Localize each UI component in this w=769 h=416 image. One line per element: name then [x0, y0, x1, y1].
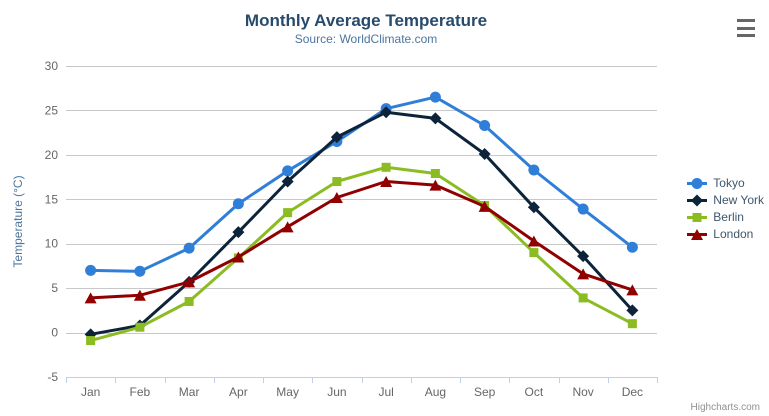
marker-tokyo[interactable] [232, 198, 244, 210]
marker-new-york[interactable] [478, 147, 491, 160]
x-axis-label: Oct [525, 385, 544, 399]
x-axis-label: Mar [179, 385, 200, 399]
x-axis-label: Jul [378, 385, 393, 399]
marker-tokyo[interactable] [528, 164, 540, 176]
series-tokyo [85, 91, 638, 277]
y-axis-title: Temperature (°C) [11, 175, 25, 267]
marker-tokyo[interactable] [479, 120, 491, 132]
legend-label: Berlin [713, 210, 744, 224]
legend-label: Tokyo [713, 176, 745, 190]
marker-london[interactable] [527, 235, 540, 247]
hamburger-icon [737, 19, 755, 22]
x-axis-label: Jan [81, 385, 100, 399]
marker-london[interactable] [577, 268, 590, 280]
x-axis-label: Sep [474, 385, 496, 399]
marker-berlin[interactable] [184, 296, 194, 306]
y-axis-label: 15 [45, 192, 59, 206]
x-axis-label: Aug [425, 385, 446, 399]
marker-new-york[interactable] [429, 112, 442, 125]
y-axis-label: 0 [51, 326, 58, 340]
marker-tokyo[interactable] [282, 165, 294, 177]
legend-label: London [713, 227, 754, 241]
marker-london[interactable] [429, 179, 442, 191]
y-axis-label: 30 [45, 59, 59, 73]
london-marker-icon[interactable] [691, 228, 704, 240]
marker-london[interactable] [84, 292, 97, 304]
marker-tokyo[interactable] [85, 264, 97, 276]
y-axis-label: 25 [45, 103, 59, 117]
marker-new-york[interactable] [527, 201, 540, 214]
legend: Tokyo New York Berlin London [686, 176, 764, 241]
x-axis-label: Jun [327, 385, 346, 399]
tokyo-marker-icon[interactable] [691, 177, 703, 189]
marker-london[interactable] [380, 176, 393, 188]
marker-new-york[interactable] [626, 304, 639, 317]
y-axis-label: -5 [47, 370, 58, 384]
marker-london[interactable] [330, 192, 343, 204]
marker-london[interactable] [281, 221, 294, 233]
marker-tokyo[interactable] [429, 91, 441, 103]
y-axis-label: 10 [45, 237, 59, 251]
marker-new-york[interactable] [380, 106, 393, 119]
x-axis-label: Nov [572, 385, 593, 399]
tokyo-marker-icon [687, 177, 708, 189]
x-axis-label: Dec [622, 385, 643, 399]
legend-item-new-york[interactable]: New York [686, 193, 764, 207]
legend-label: New York [713, 193, 764, 207]
series-line-berlin[interactable] [89, 165, 634, 343]
x-axis-label: Apr [229, 385, 248, 399]
berlin-marker-icon [687, 212, 708, 222]
marker-new-york[interactable] [577, 250, 590, 263]
marker-berlin[interactable] [86, 336, 96, 346]
y-axis-label: 20 [45, 148, 59, 162]
marker-berlin[interactable] [332, 177, 342, 187]
export-menu-button[interactable] [737, 19, 757, 37]
legend-item-tokyo[interactable]: Tokyo [686, 176, 764, 190]
legend-item-berlin[interactable]: Berlin [686, 210, 764, 224]
series-line-new-york[interactable] [89, 110, 634, 336]
marker-tokyo[interactable] [134, 265, 146, 277]
new-york-marker-icon[interactable] [691, 194, 704, 206]
marker-berlin[interactable] [529, 248, 539, 258]
marker-berlin[interactable] [135, 322, 145, 332]
marker-london[interactable] [232, 251, 245, 263]
legend-item-london[interactable]: London [686, 227, 764, 241]
credits-link[interactable]: Highcharts.com [690, 402, 760, 413]
x-axis-label: May [276, 385, 299, 399]
marker-tokyo[interactable] [577, 203, 589, 215]
marker-tokyo[interactable] [183, 242, 195, 254]
marker-london[interactable] [478, 200, 491, 212]
london-marker-icon [687, 228, 708, 240]
marker-new-york[interactable] [281, 175, 294, 188]
marker-london[interactable] [133, 289, 146, 301]
y-axis-label: 5 [51, 281, 58, 295]
marker-london[interactable] [626, 284, 639, 296]
new-york-marker-icon [687, 194, 708, 206]
marker-berlin[interactable] [627, 319, 637, 329]
series-london [84, 176, 639, 304]
marker-berlin[interactable] [430, 169, 440, 179]
x-axis-label: Feb [130, 385, 151, 399]
series-new-york [84, 106, 639, 341]
berlin-marker-icon[interactable] [692, 212, 702, 222]
marker-berlin[interactable] [578, 293, 588, 303]
marker-berlin[interactable] [283, 208, 293, 218]
marker-tokyo[interactable] [626, 241, 638, 253]
marker-new-york[interactable] [330, 131, 343, 144]
marker-berlin[interactable] [381, 162, 391, 172]
series-line-london[interactable] [89, 180, 634, 300]
marker-london[interactable] [183, 276, 196, 288]
marker-new-york[interactable] [232, 226, 245, 239]
